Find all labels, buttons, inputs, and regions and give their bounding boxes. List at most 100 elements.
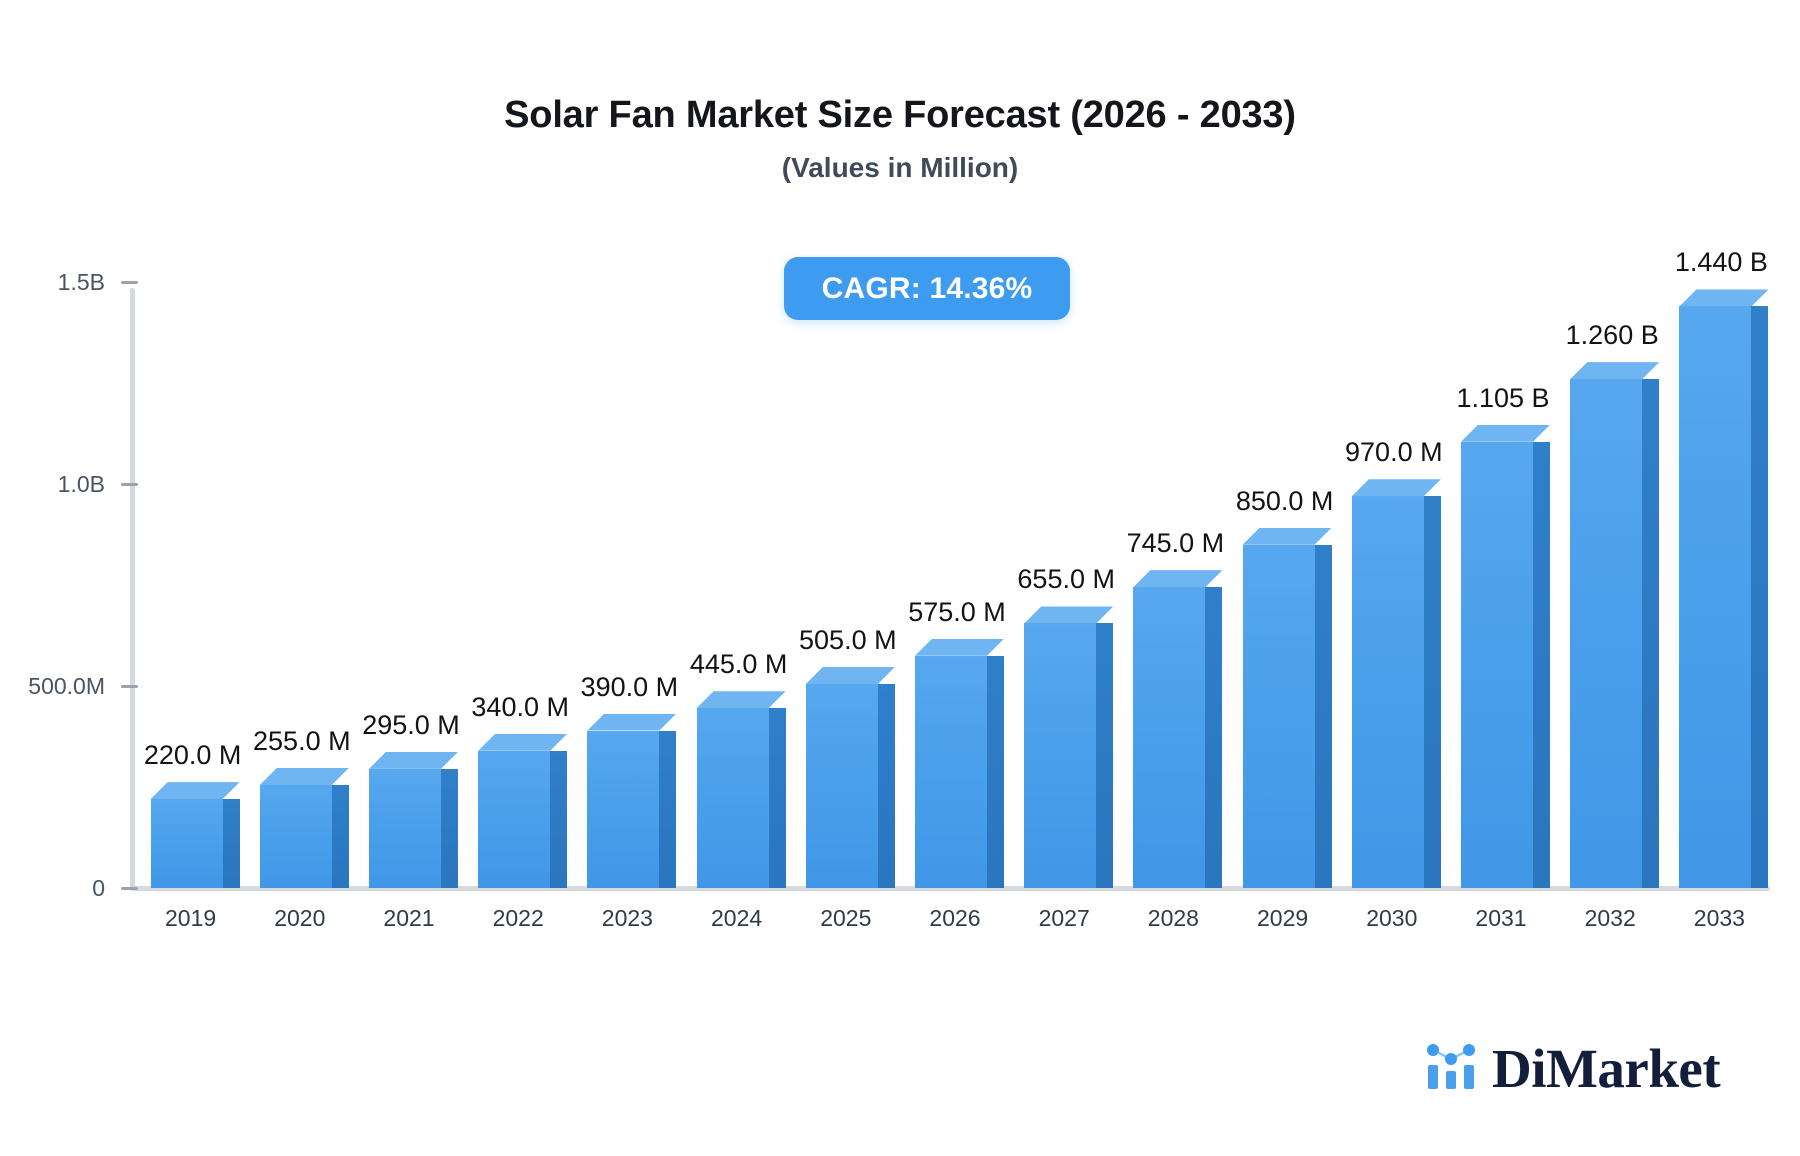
bar-top-face [1461,424,1550,442]
bar-column[interactable] [150,782,240,888]
bar-top-face [1679,289,1769,307]
bar-value-label: 220.0 M [143,740,242,771]
bar-front-face [587,730,660,888]
bar-column[interactable] [915,638,1004,888]
bar-column[interactable] [1133,570,1223,888]
bar-column[interactable] [1461,424,1550,888]
x-axis-tick-label: 2027 [1038,905,1090,931]
bar-top-face [1570,362,1660,380]
bar-value-label: 850.0 M [1235,485,1334,516]
bar-value-label: 295.0 M [362,709,460,740]
bar-side-face [1205,587,1223,888]
bar-side-face [1423,496,1441,888]
bar-value-label: 445.0 M [689,649,788,680]
bar-front-face [150,799,223,888]
y-axis-tick-label: 1.5B [57,268,105,295]
bar-top-face [259,768,349,786]
bar-side-face [877,684,895,888]
bar-side-face [222,799,240,888]
bar-front-face [1461,441,1533,888]
x-axis-tick-label: 2024 [711,905,763,931]
bar-value-label: 1.105 B [1456,382,1550,413]
y-axis-tick-label: 500.0M [28,672,105,699]
x-axis-tick-label: 2028 [1147,905,1199,931]
bar-top-face [369,751,458,769]
bar-side-face [1314,544,1332,888]
y-axis-line [130,288,135,890]
x-axis-tick-label: 2026 [929,905,981,931]
bar-front-face [478,750,551,888]
bar-value-label: 970.0 M [1345,437,1443,468]
bar-side-face [768,708,786,888]
y-axis-tick-mark [121,684,138,688]
bar-value-label: 655.0 M [1017,564,1115,595]
bar-top-face [1242,527,1332,545]
bar-chart-icon [1424,1041,1478,1096]
y-axis-tick-mark [121,280,138,284]
bar-front-face [1570,379,1643,888]
bar-column[interactable] [696,691,786,888]
logo-wordmark: DiMarket [1492,1038,1721,1099]
y-axis-tick: 500.0M [0,672,138,699]
bar-column[interactable] [1024,606,1114,888]
x-axis-tick-label: 2029 [1257,905,1309,931]
x-axis-tick-label: 2033 [1693,905,1745,931]
bar-value-label: 575.0 M [908,596,1006,627]
bar-front-face [259,785,332,888]
bar-top-face [478,733,568,751]
bar-front-face [1242,544,1315,888]
bar-front-face [1024,623,1097,888]
bar-column[interactable] [259,768,349,888]
bar-top-face [1351,479,1441,497]
bar-column[interactable] [1242,527,1332,888]
bar-value-label: 255.0 M [253,726,351,757]
bar-top-face [1024,606,1114,624]
y-axis-tick-mark [121,482,138,486]
bar-front-face [1133,587,1206,888]
bar-column[interactable] [1570,362,1660,888]
bar-top-face [587,713,677,731]
bar-column[interactable] [369,751,458,888]
x-axis-tick-label: 2021 [383,905,435,931]
bar-side-face [331,785,349,888]
bar-side-face [1642,379,1660,888]
bar-column[interactable] [1351,479,1441,888]
bar-top-face [805,667,895,685]
bar-front-face [805,684,878,888]
x-axis-tick-label: 2025 [820,905,872,931]
y-axis-tick-label: 1.0B [57,470,105,497]
bar-side-face [550,750,568,888]
y-axis-tick: 1.5B [0,268,138,295]
bar-column[interactable] [478,733,568,888]
bar-top-face [1133,570,1223,588]
x-axis-tick-label: 2030 [1366,905,1418,931]
bar-side-face [1533,441,1550,888]
bar-value-label: 1.260 B [1565,320,1659,351]
bar-value-label: 1.440 B [1674,247,1768,278]
y-axis-tick: 1.0B [0,470,138,497]
x-axis-tick-label: 2032 [1584,905,1636,931]
bar-value-label: 390.0 M [580,671,679,702]
bar-top-face [696,691,786,709]
bar-side-face [659,730,677,888]
bar-front-face [915,655,987,888]
y-axis-tick: 0 [0,874,138,901]
bar-top-face [915,638,1004,656]
bar-front-face [369,768,441,888]
bar-column[interactable] [805,667,895,888]
y-axis-tick-mark [121,886,138,890]
bar-value-label: 745.0 M [1126,528,1225,559]
bar-front-face [696,708,769,888]
x-axis-tick-label: 2022 [492,905,544,931]
x-axis-tick-label: 2019 [165,905,217,931]
y-axis-tick-label: 0 [92,874,105,901]
x-axis-line [130,886,1770,891]
x-axis-tick-label: 2023 [601,905,653,931]
bar-side-face [441,768,458,888]
bar-column[interactable] [1679,289,1769,888]
x-axis-tick-label: 2031 [1475,905,1527,931]
x-axis-tick-label: 2020 [274,905,326,931]
bar-column[interactable] [587,713,677,888]
